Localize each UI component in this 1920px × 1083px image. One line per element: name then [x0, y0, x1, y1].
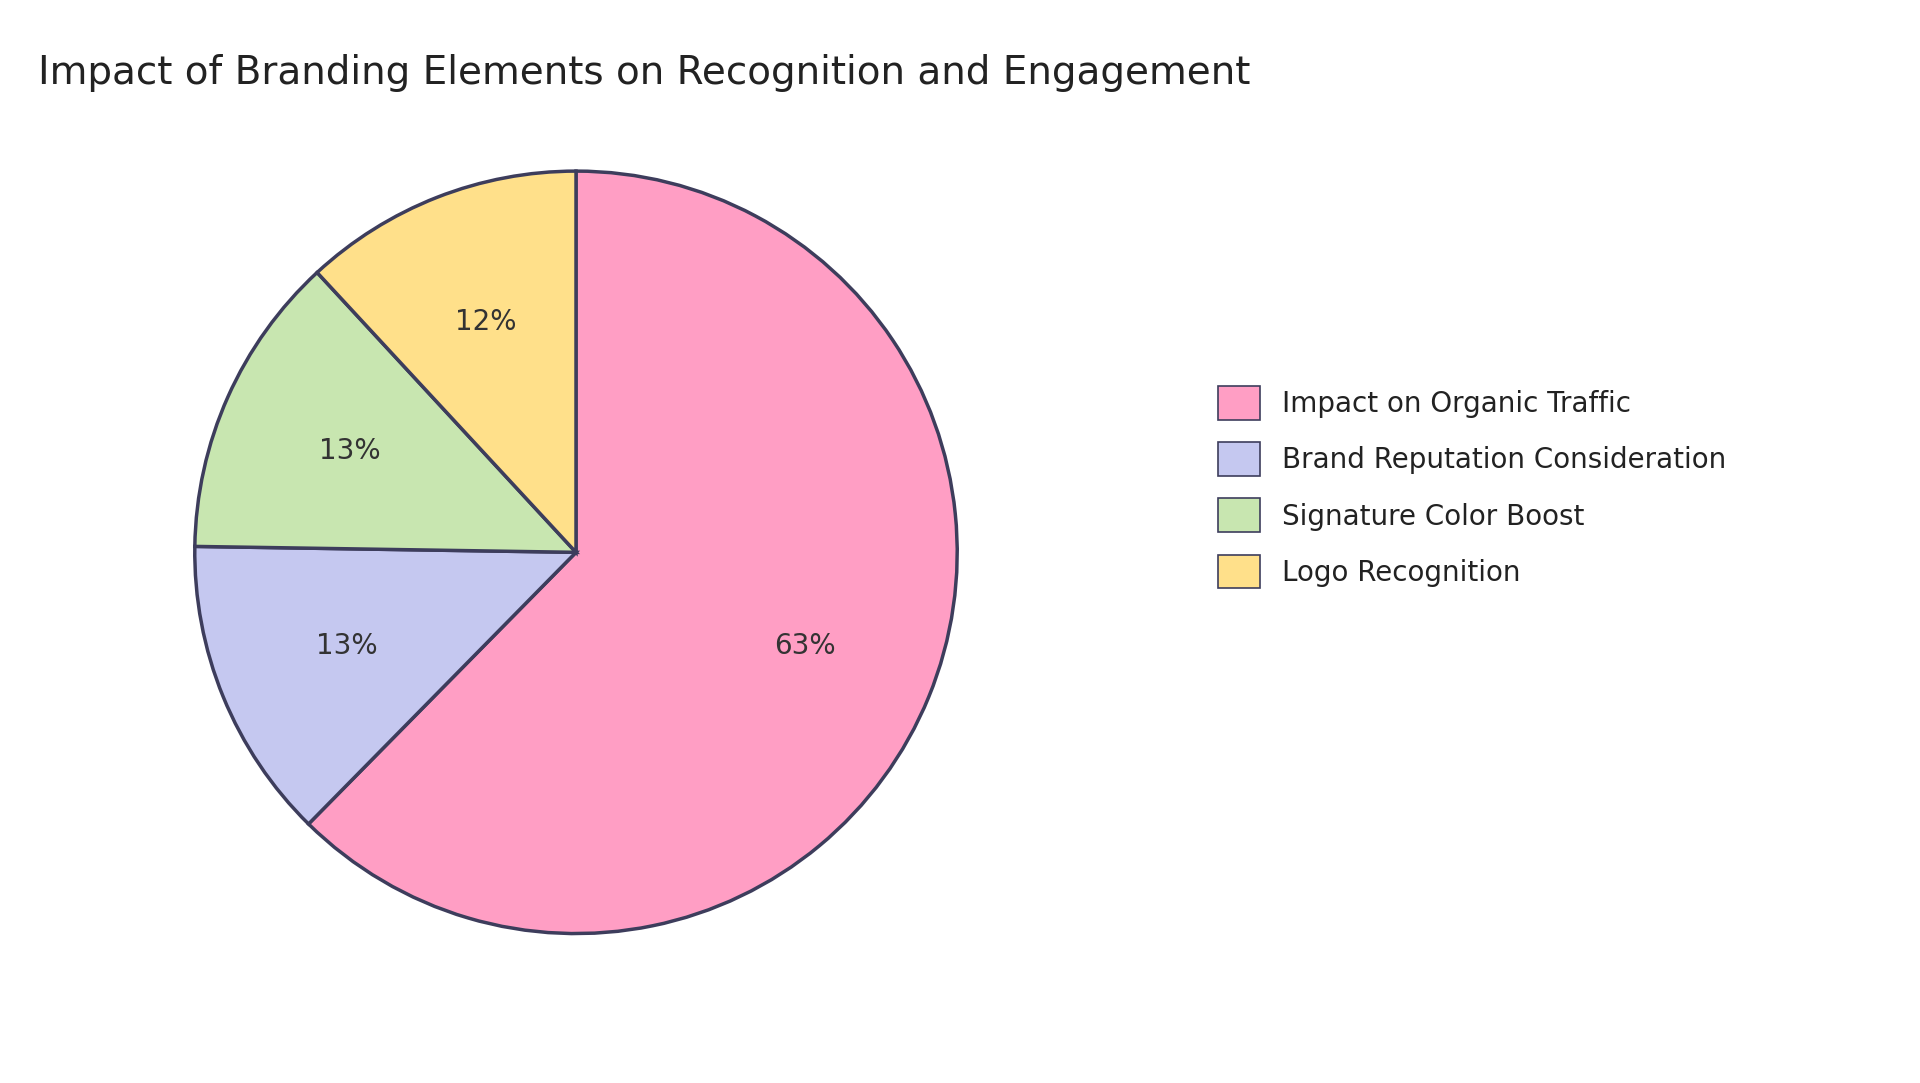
Wedge shape [309, 171, 958, 934]
Wedge shape [317, 171, 576, 552]
Text: Impact of Branding Elements on Recognition and Engagement: Impact of Branding Elements on Recogniti… [38, 54, 1250, 92]
Text: 63%: 63% [774, 632, 835, 661]
Text: 13%: 13% [319, 438, 380, 466]
Wedge shape [194, 273, 576, 552]
Legend: Impact on Organic Traffic, Brand Reputation Consideration, Signature Color Boost: Impact on Organic Traffic, Brand Reputat… [1204, 373, 1740, 602]
Text: 13%: 13% [317, 632, 378, 661]
Text: 12%: 12% [455, 308, 516, 336]
Wedge shape [194, 547, 576, 824]
